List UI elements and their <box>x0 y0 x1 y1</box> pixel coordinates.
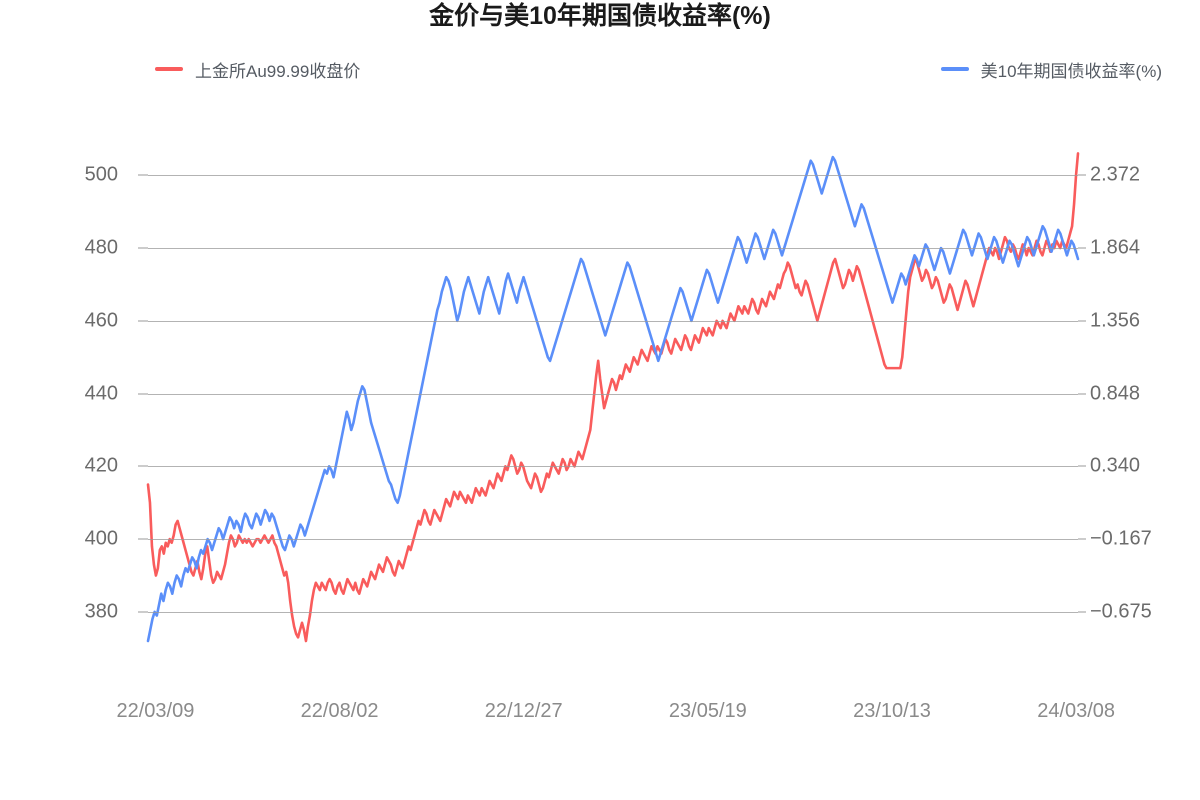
left-axis-tick-label: 460 <box>84 309 118 332</box>
left-axis-tick-mark <box>138 393 148 395</box>
left-axis-tick-mark <box>138 247 148 249</box>
x-axis-tick-label: 23/10/13 <box>853 700 931 722</box>
line-treasury-yield <box>146 155 1080 643</box>
legend-swatch-gold <box>155 67 183 71</box>
left-axis-tick-mark <box>138 465 148 467</box>
legend-swatch-treasury <box>940 67 969 71</box>
gridline <box>148 393 1078 395</box>
right-axis-tick-mark <box>1078 174 1086 176</box>
left-axis-tick-label: 440 <box>84 382 118 405</box>
right-axis-tick-mark <box>1078 611 1086 613</box>
right-axis-tick-mark <box>1078 393 1086 395</box>
right-axis-tick-label: 1.864 <box>1090 236 1141 259</box>
right-axis-tick-mark <box>1078 247 1086 249</box>
legend-item-treasury[interactable]: 美10年期国债收益率(%) <box>940 56 1162 82</box>
line-gold-price <box>146 152 1080 643</box>
chart-legend: 上金所Au99.99收盘价 美10年期国债收益率(%) <box>0 56 1200 82</box>
left-axis-tick-mark <box>138 174 148 176</box>
left-axis-tick-label: 380 <box>84 600 118 623</box>
x-axis-tick-label: 22/12/27 <box>484 700 563 722</box>
right-axis-tick-label: 1.356 <box>1090 309 1141 332</box>
right-axis-tick-label: 2.372 <box>1090 163 1141 186</box>
x-axis-tick-label: 22/03/09 <box>116 700 195 722</box>
left-axis-tick-label: 420 <box>84 454 118 477</box>
right-axis-tick-label: −0.167 <box>1090 527 1152 550</box>
legend-label-treasury: 美10年期国债收益率(%) <box>980 61 1162 81</box>
x-axis-tick-label: 24/03/08 <box>1037 700 1116 722</box>
gridline <box>148 320 1078 322</box>
legend-item-gold[interactable]: 上金所Au99.99收盘价 <box>155 56 360 82</box>
gridline <box>148 248 1078 250</box>
right-axis-tick-label: −0.675 <box>1090 600 1152 623</box>
chart-title: 金价与美10年期国债收益率(%) <box>429 2 771 30</box>
series-lines <box>146 152 1080 643</box>
right-axis-tick-mark <box>1078 538 1086 540</box>
right-axis-tick-mark <box>1078 465 1086 467</box>
left-axis-tick-mark <box>138 611 148 613</box>
gridline <box>148 539 1078 541</box>
left-axis-tick-label: 400 <box>84 527 118 550</box>
left-axis-tick-mark <box>138 538 148 540</box>
right-axis-tick-label: 0.340 <box>1090 454 1141 477</box>
legend-label-gold: 上金所Au99.99收盘价 <box>195 61 361 81</box>
right-axis-tick-mark <box>1078 320 1086 322</box>
x-axis-tick-label: 22/08/02 <box>300 700 379 722</box>
left-axis-tick-mark <box>138 320 148 322</box>
right-axis-tick-label: 0.848 <box>1090 382 1141 405</box>
gridline <box>148 175 1078 177</box>
plot-area <box>146 148 1080 643</box>
left-axis-tick-label: 480 <box>84 236 118 259</box>
gridline <box>148 466 1078 468</box>
gridline <box>148 611 1078 613</box>
x-axis-tick-label: 23/05/19 <box>668 700 747 722</box>
left-axis-tick-label: 500 <box>84 163 118 186</box>
